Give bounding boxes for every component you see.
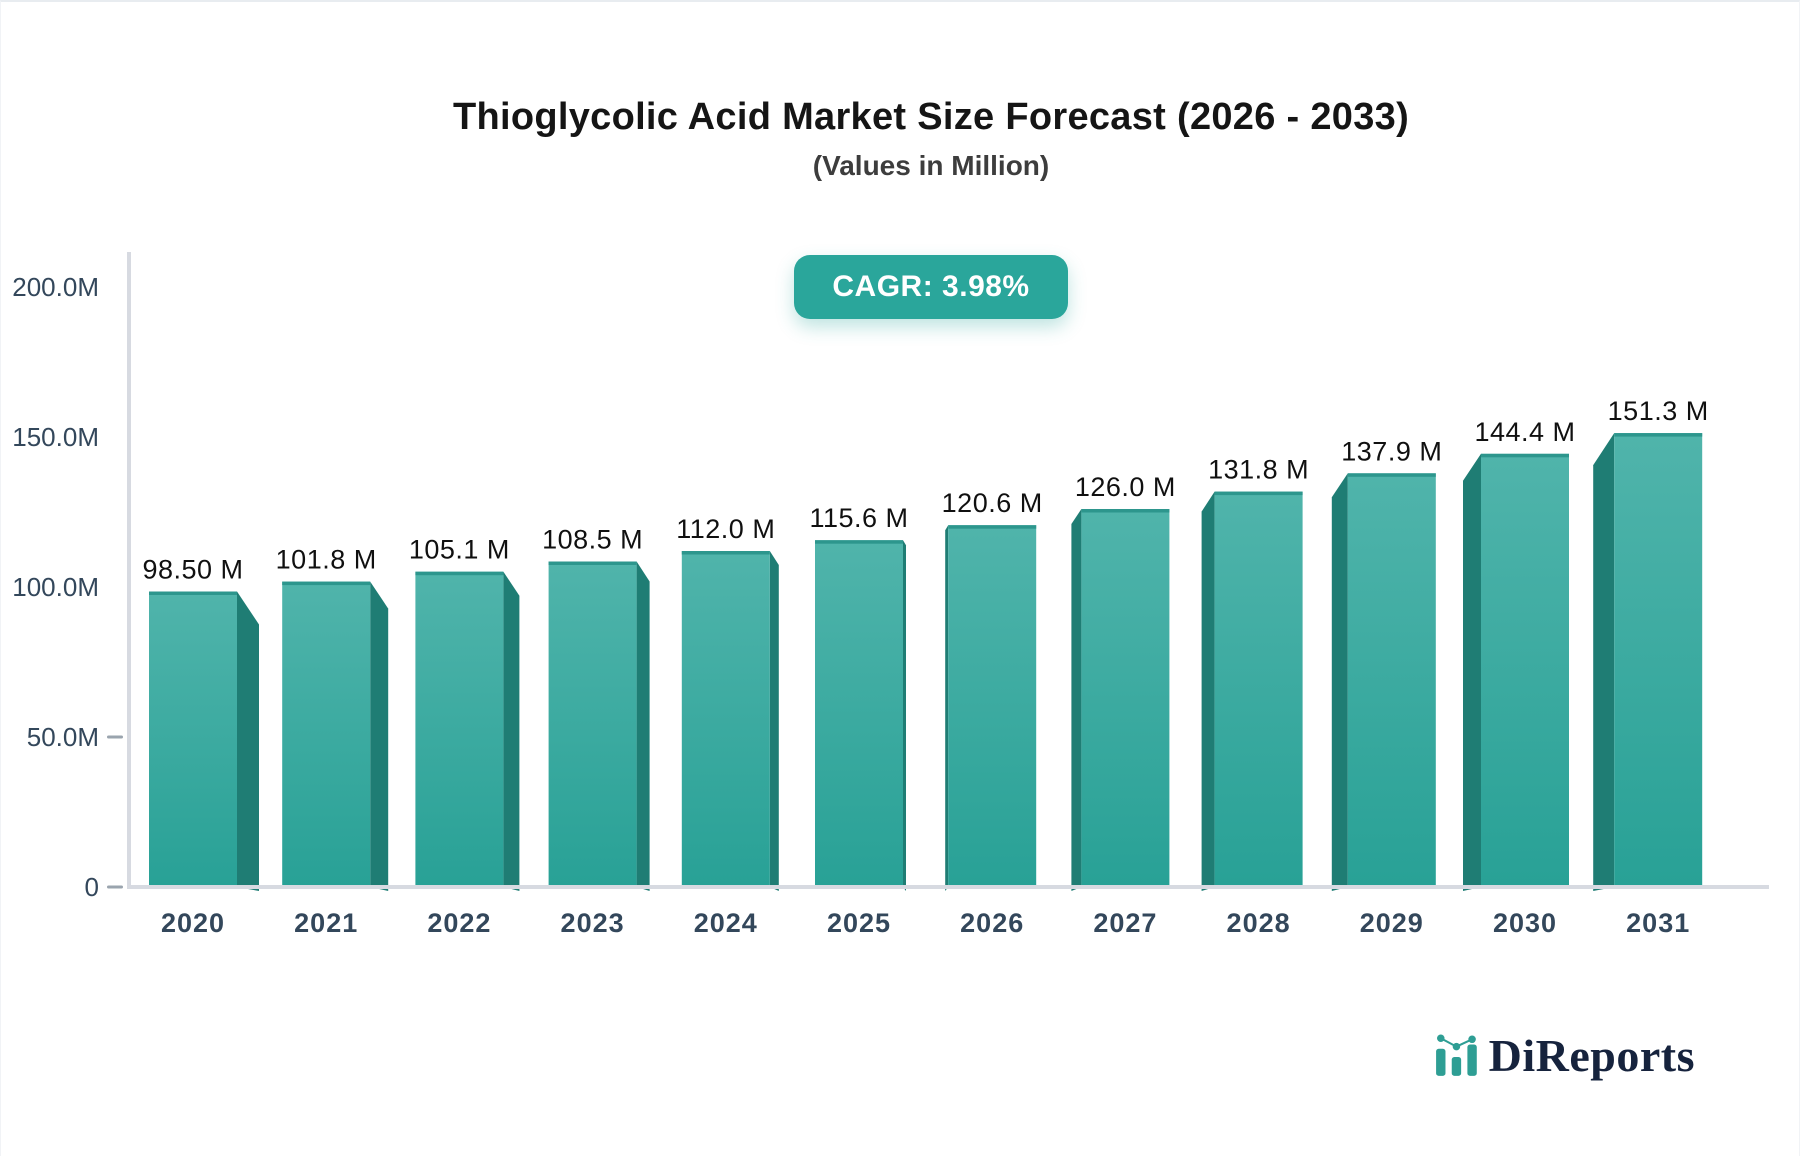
y-tick-label-100.0M: 100.0M: [12, 572, 99, 602]
bar-front-face-2028: [1214, 491, 1303, 887]
bar-value-label-2024: 112.0 M: [676, 514, 775, 544]
chart-subtitle: (Values in Million): [812, 150, 1050, 181]
bar-value-label-2020: 98.50 M: [142, 555, 243, 585]
y-tick-dash: [107, 735, 123, 739]
bar-front-face-2022: [415, 571, 504, 887]
bar-side-face-2026: [945, 525, 949, 891]
bar-side-face-2027: [1071, 509, 1082, 891]
cagr-badge-wrap: CAGR: 3.98%: [131, 255, 1731, 319]
bar-top-edge-2030: [1481, 453, 1569, 458]
x-tick-label-2026: 2026: [960, 908, 1024, 938]
bar-front-face-2027: [1081, 509, 1170, 887]
bar-front-face-2021: [282, 581, 371, 887]
bar-top-edge-2026: [948, 525, 1037, 529]
y-tick-dash: [107, 885, 123, 889]
bar-top-edge-2028: [1214, 491, 1303, 496]
x-tick-label-2031: 2031: [1626, 908, 1690, 938]
x-tick-label-2023: 2023: [561, 908, 625, 938]
y-tick-label-150.0M: 150.0M: [12, 422, 99, 452]
bar-front-face-2020: [149, 591, 237, 887]
bar-side-face-2024: [769, 551, 779, 891]
bar-side-face-2030: [1463, 453, 1481, 891]
x-tick-label-2020: 2020: [161, 908, 225, 938]
bar-front-face-2031: [1614, 433, 1703, 887]
bar-side-face-2029: [1331, 473, 1348, 891]
bar-value-label-2026: 120.6 M: [942, 488, 1043, 518]
bar-side-face-2022: [503, 571, 520, 891]
bar-value-label-2027: 126.0 M: [1075, 472, 1176, 502]
x-tick-label-2025: 2025: [827, 908, 891, 938]
bar-side-face-2020: [237, 591, 259, 891]
bar-side-face-2023: [636, 561, 650, 891]
bar-top-edge-2031: [1614, 433, 1703, 437]
bar-top-edge-2023: [548, 561, 637, 565]
bar-value-label-2021: 101.8 M: [276, 545, 377, 575]
bar-front-face-2029: [1347, 473, 1436, 887]
bar-top-edge-2022: [415, 571, 504, 576]
bar-top-edge-2029: [1347, 473, 1436, 477]
x-tick-label-2027: 2027: [1093, 908, 1157, 938]
bar-top-edge-2020: [149, 591, 237, 595]
direports-logo-icon: [1435, 1034, 1477, 1076]
x-tick-label-2028: 2028: [1227, 908, 1291, 938]
bar-front-face-2026: [948, 525, 1037, 887]
cagr-badge: CAGR: 3.98%: [794, 255, 1068, 319]
x-tick-label-2021: 2021: [294, 908, 358, 938]
x-tick-label-2024: 2024: [694, 908, 758, 938]
chart-title: Thioglycolic Acid Market Size Forecast (…: [452, 96, 1410, 138]
x-tick-label-2030: 2030: [1493, 908, 1557, 938]
bar-value-label-2030: 144.4 M: [1474, 417, 1575, 447]
bar-top-edge-2024: [681, 551, 770, 555]
bar-value-label-2028: 131.8 M: [1208, 455, 1309, 485]
direports-logo-text: DiReports: [1488, 1030, 1695, 1081]
bar-side-face-2021: [370, 581, 389, 891]
bar-value-label-2029: 137.9 M: [1341, 436, 1442, 466]
bar-side-face-2031: [1593, 433, 1615, 891]
direports-logo: DiReports: [1435, 1032, 1695, 1080]
bar-top-edge-2025: [815, 540, 903, 544]
bar-front-face-2030: [1481, 453, 1569, 887]
bar-side-face-2025: [903, 540, 906, 891]
y-tick-label-0: 0: [85, 872, 99, 902]
y-axis-line: [127, 252, 131, 889]
bar-side-face-2028: [1201, 491, 1215, 891]
bar-front-face-2025: [815, 540, 903, 887]
bar-value-label-2022: 105.1 M: [409, 535, 510, 565]
bar-value-label-2023: 108.5 M: [542, 525, 643, 555]
bar-top-edge-2021: [282, 581, 371, 586]
y-tick-label-200.0M: 200.0M: [12, 272, 99, 302]
bar-value-label-2031: 151.3 M: [1608, 396, 1709, 426]
x-tick-label-2022: 2022: [427, 908, 491, 938]
bar-front-face-2024: [681, 551, 770, 887]
bar-top-edge-2027: [1081, 509, 1170, 513]
bar-front-face-2023: [548, 561, 637, 887]
x-tick-label-2029: 2029: [1360, 908, 1424, 938]
bar-value-label-2025: 115.6 M: [809, 503, 908, 533]
y-tick-label-50.0M: 50.0M: [27, 722, 99, 752]
x-axis-line: [127, 885, 1769, 889]
